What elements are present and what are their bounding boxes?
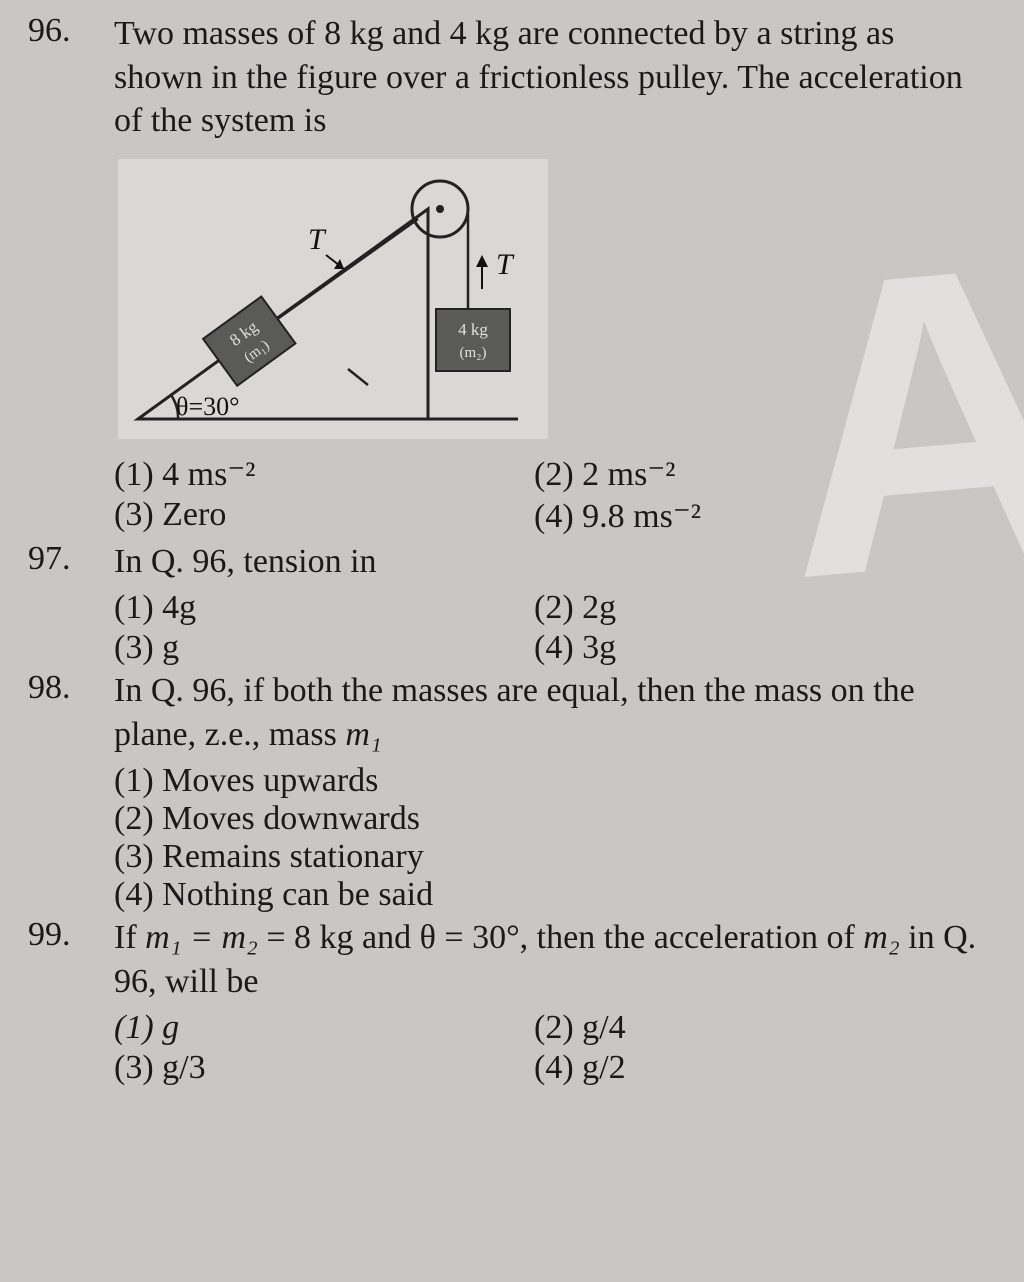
option-97-2: (2) 2g [534, 589, 988, 627]
question-number: 99. [28, 916, 114, 954]
q99-a: If [114, 919, 145, 956]
question-99: 99. If m₁ = m₂ = 8 kg and θ = 30°, then … [28, 916, 988, 1003]
q98-text-b: m₁ [345, 716, 381, 753]
question-text: In Q. 96, tension in [114, 540, 988, 584]
tension-label-incline: T [308, 223, 327, 256]
option-96-4: (4) 9.8 ms⁻² [534, 496, 988, 536]
option-99-3: (3) g/3 [114, 1049, 534, 1087]
hang-mass-sub: (m₂) [460, 345, 487, 361]
option-98-3: (3) Remains stationary [114, 838, 988, 876]
pulley-diagram: 8 kg (m₁) 4 kg (m₂) T T θ=30° [118, 159, 548, 439]
options-96: (1) 4 ms⁻² (2) 2 ms⁻² (3) Zero (4) 9.8 m… [114, 454, 988, 536]
option-98-1: (1) Moves upwards [114, 762, 988, 800]
options-99: (1) g (2) g/4 (3) g/3 (4) g/2 [114, 1009, 988, 1087]
option-99-1: (1) g [114, 1009, 534, 1047]
figure-96: 8 kg (m₁) 4 kg (m₂) T T θ=30° [118, 159, 988, 444]
question-text: If m₁ = m₂ = 8 kg and θ = 30°, then the … [114, 916, 988, 1003]
question-98: 98. In Q. 96, if both the masses are equ… [28, 669, 988, 756]
options-97: (1) 4g (2) 2g (3) g (4) 3g [114, 589, 988, 667]
option-97-4: (4) 3g [534, 629, 988, 667]
q99-c: = 8 kg and θ = 30°, then the acceleratio… [258, 919, 863, 956]
option-99-2: (2) g/4 [534, 1009, 988, 1047]
angle-label: θ=30° [176, 392, 240, 421]
options-98: (1) Moves upwards (2) Moves downwards (3… [114, 762, 988, 914]
question-text: In Q. 96, if both the masses are equal, … [114, 669, 988, 756]
option-98-2: (2) Moves downwards [114, 800, 988, 838]
question-text: Two masses of 8 kg and 4 kg are connecte… [114, 12, 988, 143]
option-96-2: (2) 2 ms⁻² [534, 454, 988, 494]
option-99-4: (4) g/2 [534, 1049, 988, 1087]
question-number: 97. [28, 540, 114, 578]
question-97: 97. In Q. 96, tension in [28, 540, 988, 584]
question-number: 96. [28, 12, 114, 50]
option-96-1: (1) 4 ms⁻² [114, 454, 534, 494]
option-97-3: (3) g [114, 629, 534, 667]
option-98-4: (4) Nothing can be said [114, 876, 988, 914]
hang-mass-label: 4 kg [458, 320, 488, 339]
option-96-3: (3) Zero [114, 496, 534, 536]
q99-b: m₁ = m₂ [145, 919, 258, 956]
option-97-1: (1) 4g [114, 589, 534, 627]
q98-text-a: In Q. 96, if both the masses are equal, … [114, 672, 915, 753]
question-number: 98. [28, 669, 114, 707]
question-96: 96. Two masses of 8 kg and 4 kg are conn… [28, 12, 988, 143]
q99-d: m₂ [863, 919, 899, 956]
tension-label-hang: T [496, 248, 515, 281]
